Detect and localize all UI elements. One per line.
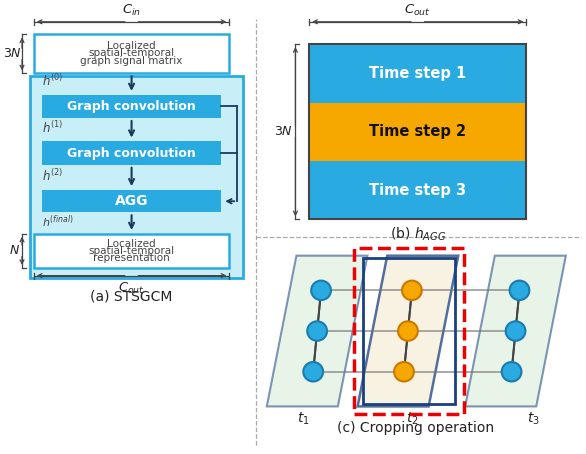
- Bar: [309, 44, 526, 103]
- Bar: [42, 190, 222, 212]
- Circle shape: [510, 281, 529, 300]
- Text: Time step 3: Time step 3: [369, 183, 466, 197]
- Bar: [309, 161, 526, 219]
- Bar: [309, 103, 526, 161]
- Circle shape: [398, 321, 418, 341]
- Text: $3N$: $3N$: [274, 125, 293, 138]
- Text: $C_{out}$: $C_{out}$: [118, 281, 145, 296]
- Circle shape: [402, 281, 422, 300]
- Text: $h^{(1)}$: $h^{(1)}$: [42, 120, 63, 136]
- Text: $3N$: $3N$: [3, 47, 22, 60]
- Text: Graph convolution: Graph convolution: [67, 100, 196, 113]
- Bar: [34, 35, 229, 74]
- Text: (c) Cropping operation: (c) Cropping operation: [338, 421, 495, 435]
- Polygon shape: [267, 256, 367, 406]
- Text: Time step 2: Time step 2: [369, 124, 466, 139]
- Text: (b) $h_{AGG}$: (b) $h_{AGG}$: [390, 226, 446, 243]
- Text: $t_2$: $t_2$: [406, 410, 418, 427]
- Text: graph signal matrix: graph signal matrix: [80, 56, 183, 66]
- Circle shape: [394, 362, 414, 381]
- Text: Time step 1: Time step 1: [369, 66, 466, 81]
- Text: (a) STSGCM: (a) STSGCM: [90, 289, 173, 303]
- Bar: [42, 141, 222, 165]
- Polygon shape: [357, 256, 458, 406]
- Text: Localized: Localized: [107, 41, 156, 51]
- Circle shape: [502, 362, 522, 381]
- Bar: [363, 257, 455, 405]
- Text: $C_{in}$: $C_{in}$: [122, 3, 141, 18]
- Text: spatial-temporal: spatial-temporal: [88, 246, 175, 256]
- Bar: [353, 248, 464, 414]
- Text: $h^{(2)}$: $h^{(2)}$: [42, 168, 63, 184]
- Circle shape: [304, 362, 323, 381]
- Bar: [42, 95, 222, 118]
- Polygon shape: [465, 256, 566, 406]
- Text: $h^{(0)}$: $h^{(0)}$: [42, 73, 63, 89]
- Text: $t_3$: $t_3$: [527, 410, 540, 427]
- Text: $h^{(final)}$: $h^{(final)}$: [42, 213, 74, 230]
- Bar: [309, 44, 526, 219]
- Text: Localized: Localized: [107, 239, 156, 249]
- Text: representation: representation: [93, 252, 170, 262]
- Text: spatial-temporal: spatial-temporal: [88, 48, 175, 58]
- Text: $t_1$: $t_1$: [297, 410, 309, 427]
- Text: $C_{out}$: $C_{out}$: [404, 3, 431, 18]
- Circle shape: [311, 281, 331, 300]
- Text: $N$: $N$: [9, 244, 19, 257]
- Text: Graph convolution: Graph convolution: [67, 147, 196, 160]
- Bar: [30, 76, 243, 277]
- Circle shape: [506, 321, 526, 341]
- Bar: [34, 234, 229, 268]
- Text: AGG: AGG: [115, 194, 148, 208]
- Circle shape: [307, 321, 327, 341]
